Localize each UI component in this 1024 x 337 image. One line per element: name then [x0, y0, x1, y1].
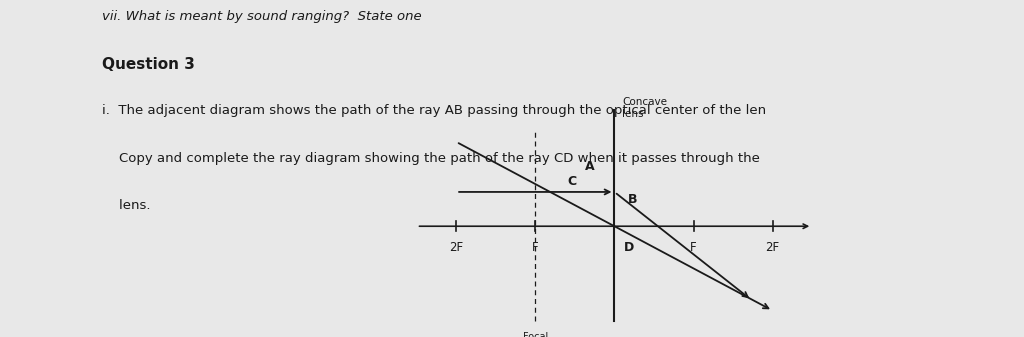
- Text: D: D: [624, 241, 634, 254]
- Text: Copy and complete the ray diagram showing the path of the ray CD when it passes : Copy and complete the ray diagram showin…: [102, 152, 760, 165]
- Text: i.  The adjacent diagram shows the path of the ray AB passing through the optica: i. The adjacent diagram shows the path o…: [102, 104, 767, 118]
- Text: C: C: [567, 175, 577, 188]
- Text: F: F: [690, 241, 697, 254]
- Text: B: B: [628, 193, 637, 206]
- Text: A: A: [586, 160, 595, 174]
- Text: F: F: [531, 241, 539, 254]
- Text: Question 3: Question 3: [102, 57, 196, 72]
- Text: lens.: lens.: [102, 199, 151, 212]
- Text: 2F: 2F: [766, 241, 779, 254]
- Text: Focal
plane: Focal plane: [521, 332, 549, 337]
- Text: vii. What is meant by sound ranging?  State one: vii. What is meant by sound ranging? Sta…: [102, 10, 422, 23]
- Text: 2F: 2F: [450, 241, 463, 254]
- Text: Concave
lens: Concave lens: [623, 97, 668, 119]
